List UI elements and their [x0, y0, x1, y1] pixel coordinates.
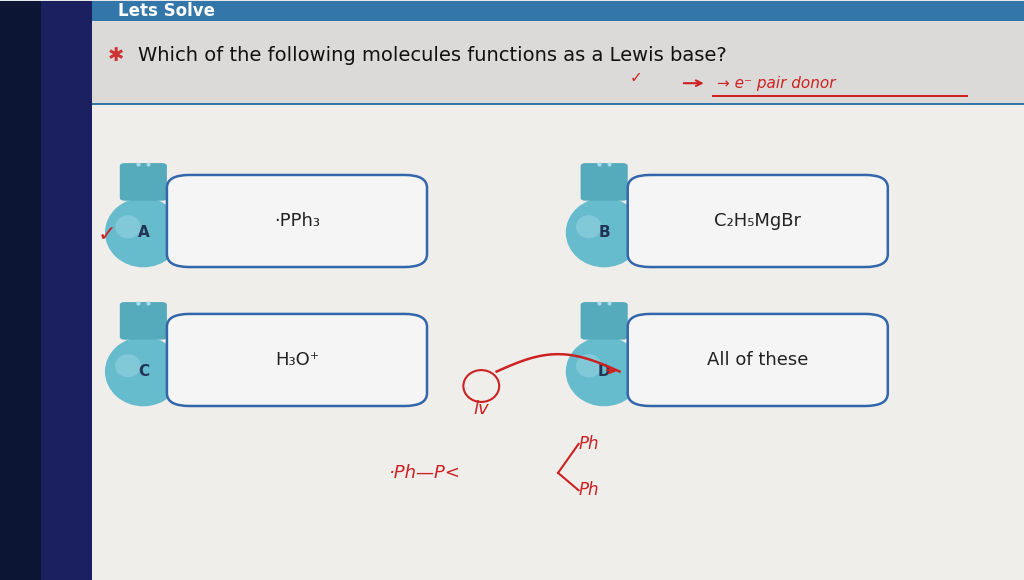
Ellipse shape [575, 354, 601, 378]
FancyBboxPatch shape [581, 302, 628, 340]
Text: A: A [137, 225, 150, 240]
FancyBboxPatch shape [628, 314, 888, 406]
Text: ·PPh₃: ·PPh₃ [274, 212, 319, 230]
Text: Ph: Ph [579, 435, 599, 453]
Ellipse shape [105, 198, 182, 267]
Text: C₂H₅MgBr: C₂H₅MgBr [715, 212, 801, 230]
Bar [92, 103, 1024, 105]
FancyBboxPatch shape [167, 314, 427, 406]
Text: Ph: Ph [579, 481, 599, 499]
Text: B: B [598, 225, 610, 240]
Ellipse shape [105, 337, 182, 406]
Ellipse shape [565, 198, 643, 267]
Text: ·Ph—P<: ·Ph—P< [389, 464, 461, 482]
Text: D: D [598, 364, 610, 379]
Text: Which of the following molecules functions as a Lewis base?: Which of the following molecules functio… [138, 46, 727, 66]
Ellipse shape [565, 337, 643, 406]
Text: → e⁻ pair donor: → e⁻ pair donor [717, 75, 836, 90]
Text: lv: lv [473, 400, 489, 418]
Ellipse shape [115, 354, 141, 378]
FancyBboxPatch shape [167, 175, 427, 267]
Text: ✓: ✓ [97, 226, 116, 245]
Bar [712, 95, 968, 96]
Bar [0, 1, 41, 580]
FancyBboxPatch shape [120, 163, 167, 201]
FancyBboxPatch shape [628, 175, 888, 267]
Bar [92, 1, 1024, 105]
Text: ✱: ✱ [108, 46, 124, 66]
Text: ✓: ✓ [630, 70, 642, 85]
Text: H₃O⁺: H₃O⁺ [274, 351, 319, 369]
Text: Lets Solve: Lets Solve [118, 2, 215, 20]
FancyBboxPatch shape [581, 163, 628, 201]
Ellipse shape [115, 215, 141, 238]
FancyBboxPatch shape [120, 302, 167, 340]
Ellipse shape [575, 215, 601, 238]
Bar [0, 1, 92, 580]
Bar [92, 1, 1024, 21]
Text: All of these: All of these [708, 351, 808, 369]
Text: C: C [138, 364, 148, 379]
